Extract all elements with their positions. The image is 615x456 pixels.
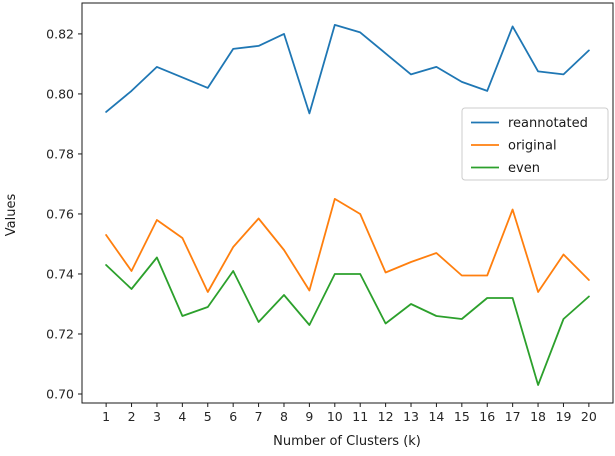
legend-label-even: even xyxy=(508,161,540,176)
x-tick-label: 10 xyxy=(327,409,343,424)
y-tick-label: 0.78 xyxy=(46,146,74,161)
legend xyxy=(461,107,609,181)
legend-label-reannotated: reannotated xyxy=(508,116,588,131)
x-tick-label: 9 xyxy=(305,409,313,424)
x-tick-label: 11 xyxy=(352,409,368,424)
x-tick-label: 20 xyxy=(581,409,597,424)
legend-label-original: original xyxy=(508,139,557,154)
x-tick-label: 3 xyxy=(153,409,161,424)
y-tick-label: 0.76 xyxy=(46,206,74,221)
y-tick-label: 0.80 xyxy=(46,86,74,101)
x-tick-label: 4 xyxy=(178,409,186,424)
x-tick-label: 16 xyxy=(479,409,495,424)
x-tick-label: 2 xyxy=(128,409,136,424)
series-line-reannotated xyxy=(105,23,590,115)
x-axis-title: Number of Clusters (k) xyxy=(273,434,421,449)
y-tick-label: 0.70 xyxy=(46,386,74,401)
series-line-even xyxy=(105,256,590,386)
x-tick-label: 13 xyxy=(403,409,419,424)
x-tick-label: 5 xyxy=(204,409,212,424)
x-tick-label: 12 xyxy=(378,409,394,424)
x-tick-label: 14 xyxy=(428,409,444,424)
series-line-original xyxy=(105,197,590,293)
y-tick-label: 0.82 xyxy=(46,26,74,41)
x-tick-label: 6 xyxy=(229,409,237,424)
y-axis-title: Values xyxy=(4,194,19,237)
y-tick-label: 0.74 xyxy=(46,266,74,281)
y-tick-label: 0.72 xyxy=(46,326,74,341)
x-tick-label: 18 xyxy=(530,409,546,424)
x-tick-label: 8 xyxy=(280,409,288,424)
x-tick-label: 15 xyxy=(454,409,470,424)
x-tick-label: 1 xyxy=(102,409,110,424)
x-tick-label: 19 xyxy=(556,409,572,424)
plot-area: 0.700.720.740.760.780.800.821 2 3 4 5 6 7 8 9 10 1… xyxy=(46,2,614,424)
axes-spines xyxy=(81,2,614,404)
x-tick-label: 17 xyxy=(505,409,521,424)
x-tick-label: 7 xyxy=(255,409,263,424)
